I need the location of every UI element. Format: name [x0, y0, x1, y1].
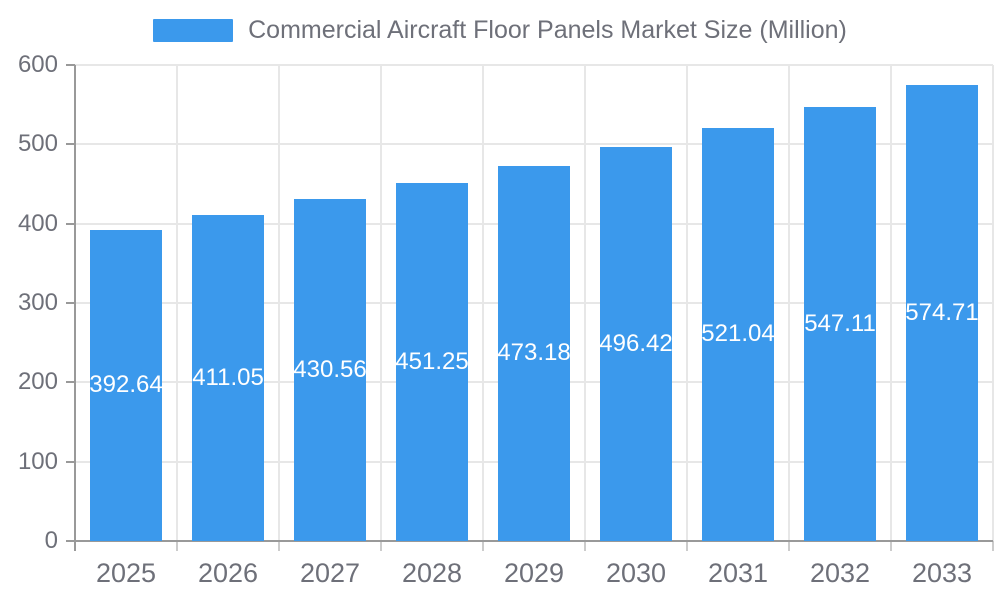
y-tick-label: 300	[17, 289, 58, 316]
bar-2032[interactable]	[804, 107, 876, 541]
x-axis-tick	[686, 541, 688, 551]
x-tick-label: 2033	[911, 558, 973, 588]
y-axis-tick	[66, 460, 75, 463]
gridline-x-4	[482, 65, 484, 541]
x-axis-tick	[482, 541, 484, 551]
x-tick-label: 2025	[95, 558, 157, 588]
bar-2027[interactable]	[294, 199, 366, 541]
gridline-x-3	[380, 65, 382, 541]
gridline-y-500	[75, 143, 993, 146]
x-tick-label: 2027	[299, 558, 361, 588]
y-tick-label: 600	[17, 51, 58, 78]
y-tick-label: 500	[17, 130, 58, 158]
legend-item[interactable]: Commercial Aircraft Floor Panels Market …	[0, 16, 1000, 45]
x-tick-label: 2026	[197, 558, 259, 588]
y-axis-line	[74, 65, 76, 551]
y-tick-label: 400	[17, 209, 58, 237]
y-axis-tick	[66, 302, 75, 304]
y-axis-tick	[66, 143, 75, 146]
x-axis-tick	[380, 541, 382, 551]
x-axis-tick	[890, 541, 892, 551]
x-axis-tick	[992, 541, 994, 551]
x-tick-label: 2030	[605, 558, 667, 588]
legend-label: Commercial Aircraft Floor Panels Market …	[248, 16, 847, 44]
bar-2028[interactable]	[396, 183, 468, 541]
gridline-x-2	[278, 65, 280, 541]
x-axis-tick	[788, 541, 790, 551]
y-tick-label: 0	[44, 527, 58, 554]
gridline-x-1	[176, 65, 178, 541]
bar-2031[interactable]	[702, 128, 774, 541]
y-axis-tick	[66, 381, 75, 384]
x-axis-tick	[584, 541, 586, 551]
x-tick-label: 2029	[503, 558, 565, 588]
y-axis-tick	[66, 64, 75, 66]
bar-2029[interactable]	[498, 166, 570, 541]
gridline-y-600	[75, 64, 993, 66]
gridline-x-9	[992, 65, 994, 541]
legend-swatch	[153, 19, 234, 42]
x-axis-tick	[278, 541, 280, 551]
bar-2033[interactable]	[906, 85, 978, 541]
bar-2026[interactable]	[192, 215, 264, 541]
gridline-x-5	[584, 65, 586, 541]
gridline-x-6	[686, 65, 688, 541]
y-axis-tick	[66, 222, 75, 225]
x-tick-label: 2032	[809, 558, 871, 588]
y-axis-tick	[66, 540, 75, 542]
bar-2030[interactable]	[600, 147, 672, 541]
bar-2025[interactable]	[90, 230, 162, 541]
gridline-x-7	[788, 65, 790, 541]
x-tick-label: 2028	[401, 558, 463, 588]
x-tick-label: 2031	[707, 558, 769, 588]
y-tick-label: 100	[17, 447, 58, 475]
y-tick-label: 200	[17, 368, 58, 396]
x-axis-line	[75, 540, 993, 542]
gridline-x-8	[890, 65, 892, 541]
x-axis-tick	[176, 541, 178, 551]
